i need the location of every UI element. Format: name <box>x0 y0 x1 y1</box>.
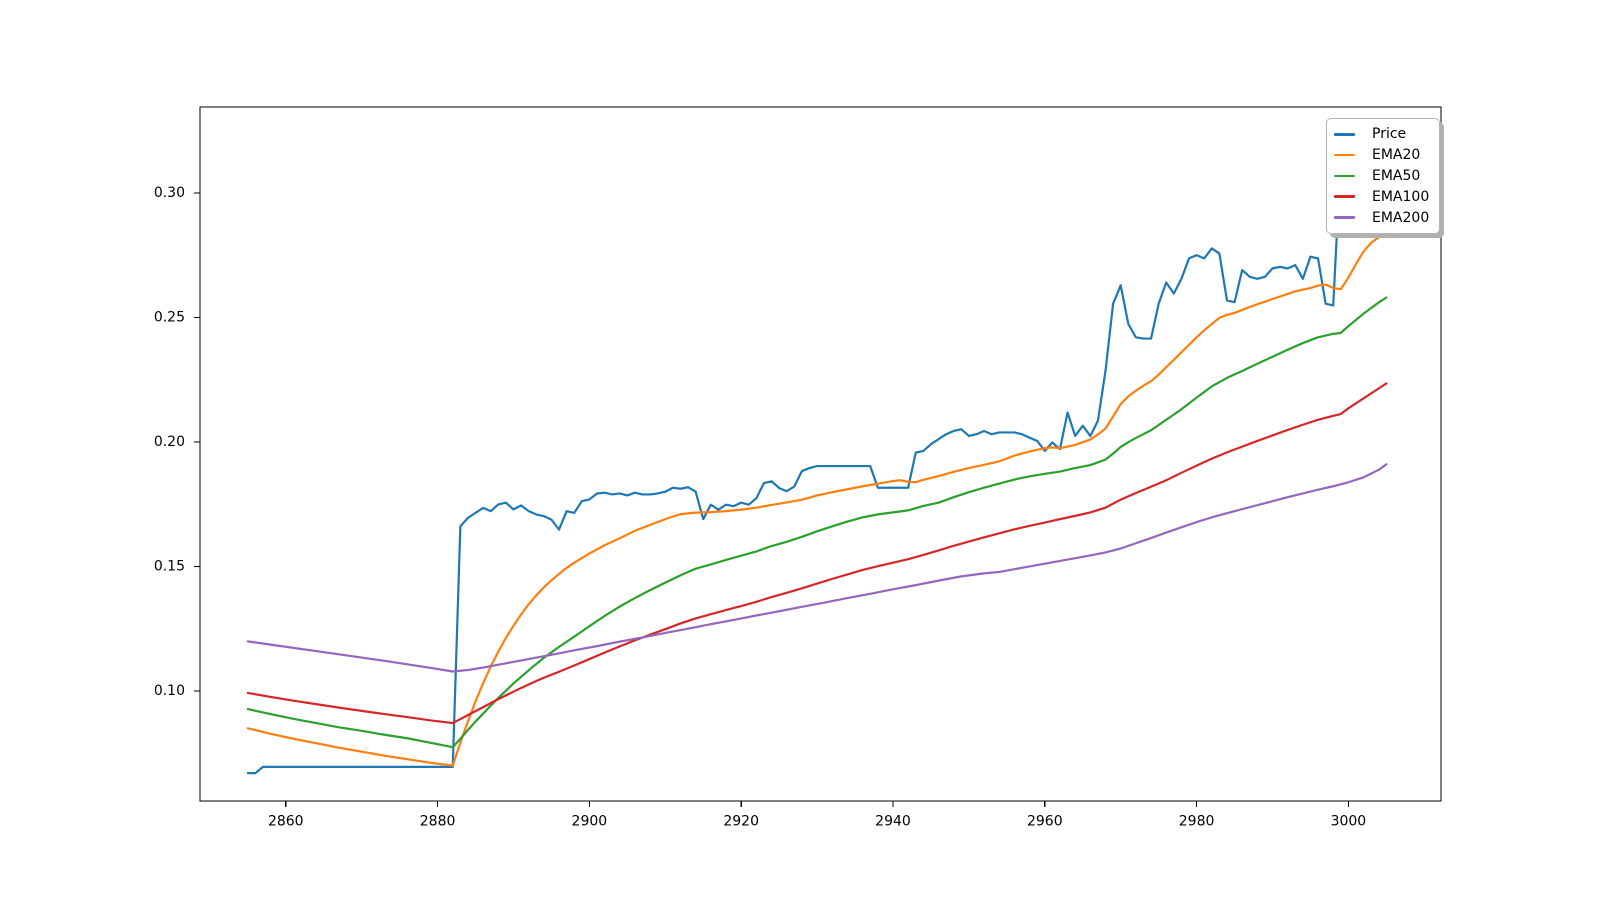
legend-label: EMA20 <box>1372 147 1421 164</box>
y-axis-tick-label: 0.15 <box>154 558 185 574</box>
legend-row-ema100: EMA100 <box>1334 186 1429 207</box>
series-ema100-line <box>246 382 1388 725</box>
y-axis-tick-label: 0.10 <box>154 683 185 699</box>
series-ema200-line <box>246 463 1388 673</box>
legend-line-sample-price <box>1334 133 1355 136</box>
series-ema20-line <box>246 232 1388 767</box>
x-axis-tick-label: 2980 <box>1179 814 1215 830</box>
legend-line-sample-ema100 <box>1334 195 1355 199</box>
legend: Price EMA20 EMA50 EMA100 EMA200 <box>1326 118 1441 234</box>
x-axis-tick-label: 2900 <box>572 814 608 830</box>
y-axis-tick-label: 0.30 <box>154 185 185 201</box>
legend-row-ema50: EMA50 <box>1334 166 1429 187</box>
x-axis-tick-label: 2880 <box>420 814 456 830</box>
legend-line-sample-ema200 <box>1334 216 1355 219</box>
legend-label: Price <box>1372 126 1407 143</box>
series-ema50-line <box>246 296 1388 749</box>
legend-label: EMA50 <box>1372 167 1421 184</box>
x-axis-tick-label: 2860 <box>268 814 304 830</box>
y-axis-tick-label: 0.25 <box>154 309 185 325</box>
legend-row-price: Price <box>1334 124 1429 145</box>
legend-label: EMA200 <box>1372 209 1430 226</box>
x-axis-tick-label: 2920 <box>723 814 759 830</box>
x-axis-tick-label: 3000 <box>1331 814 1367 830</box>
x-axis-tick-label: 2940 <box>875 814 911 830</box>
legend-line-sample-ema20 <box>1334 153 1355 157</box>
series-price-line <box>246 154 1342 775</box>
legend-row-ema20: EMA20 <box>1334 145 1429 166</box>
x-axis-tick-label: 2960 <box>1027 814 1063 830</box>
legend-label: EMA100 <box>1372 188 1430 205</box>
legend-line-sample-ema50 <box>1334 174 1355 178</box>
y-axis-tick-label: 0.20 <box>154 434 185 450</box>
plot-area-border <box>199 106 1442 802</box>
legend-row-ema200: EMA200 <box>1334 207 1429 228</box>
